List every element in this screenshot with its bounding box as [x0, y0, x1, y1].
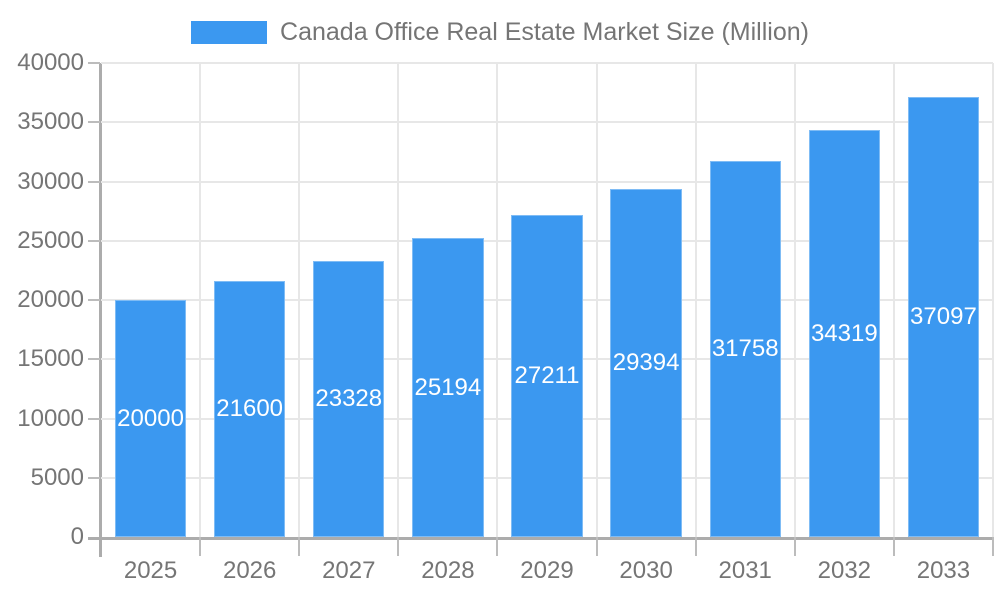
x-tick	[496, 537, 499, 556]
y-tick	[88, 62, 100, 64]
v-gridline	[892, 63, 895, 537]
x-tick-label: 2028	[421, 557, 475, 584]
x-tick	[793, 537, 796, 556]
x-tick-label: 2029	[520, 557, 574, 584]
bar-value-label: 25194	[414, 373, 482, 401]
x-tick-label: 2030	[619, 557, 673, 584]
bar-2025[interactable]: 20000	[114, 300, 187, 537]
y-tick-label: 10000	[17, 404, 84, 432]
h-gridline	[101, 121, 993, 124]
x-tick	[595, 537, 598, 556]
y-tick-label: 40000	[17, 49, 84, 76]
x-tick	[892, 537, 895, 556]
y-tick-label: 15000	[17, 345, 84, 373]
bar-value-label: 34319	[810, 319, 878, 347]
bar-value-label: 27211	[514, 361, 580, 389]
v-gridline	[793, 63, 796, 537]
x-tick-label: 2026	[222, 557, 277, 584]
v-gridline	[199, 63, 202, 537]
y-tick	[88, 180, 100, 183]
y-tick	[88, 121, 100, 124]
bar-2030[interactable]: 29394	[610, 188, 682, 537]
y-tick-label: 0	[70, 523, 84, 550]
x-tick	[199, 537, 202, 556]
plot-area: 20000 21600 23328 25194 27211 29394 31758 34319…	[88, 62, 994, 557]
x-tick	[992, 537, 994, 556]
x-tick-label: 2027	[322, 557, 376, 584]
x-tick-label: 2031	[718, 557, 772, 584]
v-gridline	[397, 63, 400, 537]
x-axis-line	[88, 537, 993, 540]
bar-value-label: 21600	[216, 395, 284, 422]
bar-value-label: 29394	[612, 348, 680, 376]
legend-swatch[interactable]	[191, 20, 268, 44]
legend: Canada Office Real Estate Market Size (M…	[0, 17, 1000, 46]
h-gridline	[101, 62, 993, 64]
bar-2031[interactable]: 31758	[709, 160, 781, 537]
bar-2032[interactable]: 34319	[808, 130, 880, 537]
h-gridline	[101, 180, 993, 183]
v-gridline	[992, 63, 994, 537]
y-tick	[88, 239, 100, 242]
bar-value-label: 31758	[711, 334, 779, 362]
y-tick	[88, 299, 100, 301]
bar-value-label: 23328	[315, 384, 383, 412]
bar-2028[interactable]: 25194	[412, 238, 484, 537]
legend-label[interactable]: Canada Office Real Estate Market Size (M…	[280, 17, 809, 46]
y-tick-label: 35000	[17, 108, 84, 136]
bar-2029[interactable]: 27211	[511, 214, 583, 537]
y-tick	[88, 417, 100, 420]
x-tick-label: 2025	[123, 557, 178, 584]
bar-value-label: 37097	[910, 303, 977, 331]
v-gridline	[595, 63, 598, 537]
y-axis-line	[99, 63, 102, 557]
x-tick	[298, 537, 301, 556]
v-gridline	[694, 63, 697, 537]
y-axis-labels: 0 5000 10000 15000 20000 25000 30000 35000 40000	[0, 49, 84, 563]
y-tick	[88, 476, 100, 479]
x-tick-label: 2033	[916, 557, 971, 584]
y-tick-label: 20000	[17, 286, 84, 313]
bar-2026[interactable]: 21600	[213, 281, 286, 537]
v-gridline	[496, 63, 499, 537]
y-tick-label: 30000	[17, 167, 84, 195]
v-gridline	[298, 63, 301, 537]
y-tick-label: 25000	[17, 226, 84, 254]
x-tick	[694, 537, 697, 556]
x-tick-label: 2032	[817, 557, 872, 584]
y-tick-label: 5000	[30, 463, 84, 491]
bar-2033[interactable]: 37097	[907, 97, 980, 537]
bar-2027[interactable]: 23328	[313, 260, 385, 537]
x-axis-labels: 2025 2026 2027 2028 2029 2030 2031 2032 2033	[101, 556, 993, 588]
y-tick	[88, 358, 100, 361]
bar-value-label: 20000	[117, 404, 184, 432]
x-tick	[397, 537, 400, 556]
